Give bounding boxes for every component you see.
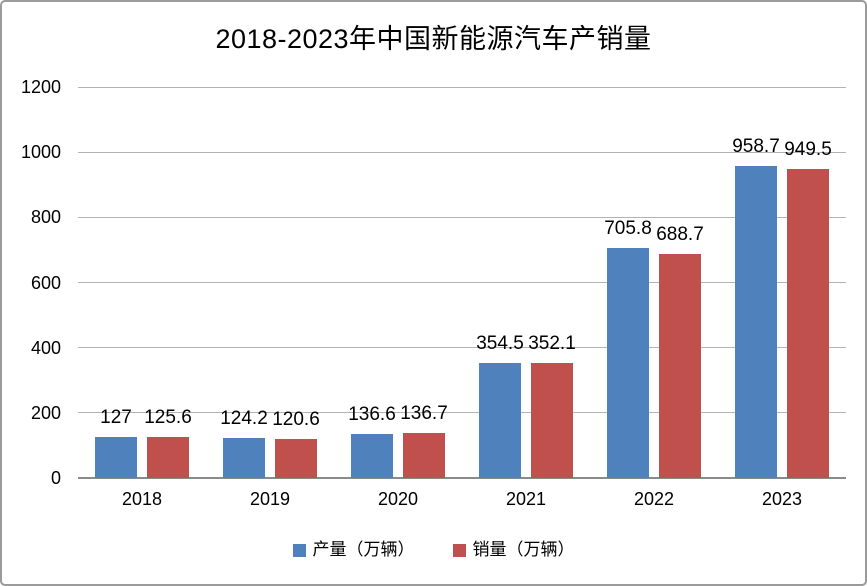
y-axis-tick-label: 0: [50, 468, 61, 488]
bar-rect-production: [735, 165, 777, 478]
bar-sales-2023: 949.5: [784, 139, 832, 478]
bar-value-label: 127: [100, 406, 132, 428]
bar-sales-2019: 120.6: [272, 409, 320, 478]
bar-rect-sales: [531, 363, 573, 478]
x-axis-label-2022: 2022: [633, 489, 675, 509]
bar-value-label: 125.6: [144, 407, 192, 429]
bar-value-label: 136.6: [348, 403, 396, 425]
bar-value-label: 120.6: [272, 408, 320, 430]
bar-group-2018: 127 125.6: [78, 87, 206, 478]
bar-production-2023: 958.7: [732, 136, 780, 478]
x-axis-line: [78, 477, 846, 479]
bar-value-label: 705.8: [604, 218, 652, 240]
legend-label-production: 产量（万辆）: [312, 540, 415, 559]
bar-rect-production: [479, 362, 521, 478]
bar-group-2022: 705.8 688.7: [590, 87, 718, 478]
bar-production-2020: 136.6: [348, 404, 396, 478]
x-axis-label-2021: 2021: [505, 489, 547, 509]
bar-rect-sales: [147, 437, 189, 478]
x-axis-label-2023: 2023: [761, 489, 803, 509]
bar-production-2021: 354.5: [476, 333, 524, 478]
y-axis-tick-label: 1000: [20, 142, 61, 163]
y-axis-tick-label: 600: [30, 272, 61, 293]
bar-value-label: 949.5: [784, 138, 832, 160]
bar-rect-sales: [275, 438, 317, 478]
legend-swatch-production-icon: [292, 543, 306, 557]
x-axis-label-2020: 2020: [377, 489, 419, 509]
gridline: [78, 216, 846, 218]
bar-rect-production: [607, 248, 649, 478]
bar-value-label: 688.7: [656, 223, 704, 245]
y-axis-tick-label: 200: [30, 402, 61, 423]
chart-title: 2018-2023年中国新能源汽车产销量: [215, 24, 652, 54]
gridline: [78, 86, 846, 88]
bar-group-2020: 136.6 136.7: [334, 87, 462, 478]
legend-item-production: 产量（万辆）: [292, 540, 415, 560]
bar-group-2021: 354.5 352.1: [462, 87, 590, 478]
bar-value-label: 352.1: [528, 333, 576, 355]
legend-label-sales: 销量（万辆）: [472, 540, 575, 559]
gridline: [78, 282, 846, 283]
bar-value-label: 124.2: [220, 407, 268, 429]
bar-production-2018: 127: [95, 407, 137, 478]
bar-sales-2021: 352.1: [528, 334, 576, 478]
gridline: [78, 151, 846, 153]
x-axis: 2018 2019 2020 2021 2022 2023: [78, 488, 846, 510]
legend-swatch-sales-icon: [452, 543, 466, 557]
bar-production-2022: 705.8: [604, 219, 652, 478]
bar-rect-production: [95, 436, 137, 478]
bar-value-label: 136.7: [400, 403, 448, 425]
plot-area: 0 200 400 600 800 1000 1200 127 125.6 124.2 120.6 1…: [21, 77, 846, 488]
bar-rect-sales: [403, 433, 445, 478]
bar-value-label: 958.7: [732, 135, 780, 157]
bar-rect-sales: [659, 253, 701, 478]
bar-sales-2020: 136.7: [400, 404, 448, 478]
bar-sales-2018: 125.6: [144, 408, 192, 478]
y-axis-tick-label: 1200: [20, 77, 61, 97]
gridline: [78, 347, 846, 349]
bar-rect-production: [351, 433, 393, 478]
legend-item-sales: 销量（万辆）: [452, 540, 575, 560]
y-axis-tick-label: 400: [30, 337, 61, 358]
bar-group-2019: 124.2 120.6: [206, 87, 334, 478]
x-axis-label-2019: 2019: [249, 489, 291, 509]
bar-rect-sales: [787, 168, 829, 478]
legend: 产量（万辆） 销量（万辆）: [2, 540, 865, 560]
x-axis-label-2018: 2018: [121, 489, 163, 509]
gridline: [78, 412, 846, 414]
bar-sales-2022: 688.7: [656, 224, 704, 478]
y-axis-tick-label: 800: [30, 207, 61, 228]
bar-production-2019: 124.2: [220, 408, 268, 478]
bar-rect-production: [223, 437, 265, 478]
bar-group-2023: 958.7 949.5: [718, 87, 846, 478]
bar-value-label: 354.5: [476, 332, 524, 354]
